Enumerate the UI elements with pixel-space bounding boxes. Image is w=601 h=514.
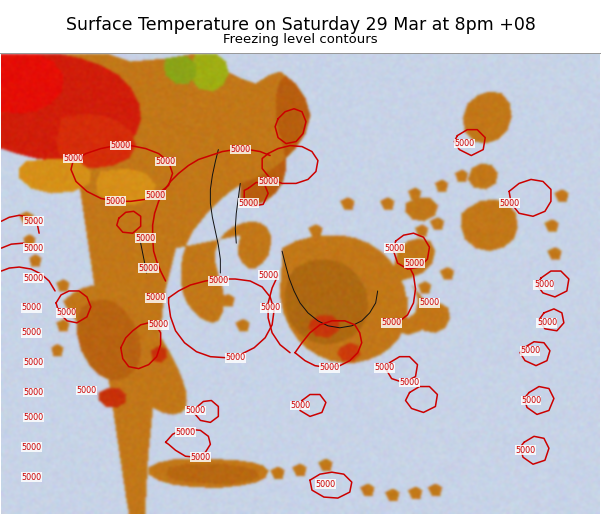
Text: 5000: 5000 (21, 473, 41, 482)
Text: 5000: 5000 (21, 443, 41, 452)
Text: 5000: 5000 (145, 191, 166, 200)
Text: 5000: 5000 (21, 328, 41, 337)
Text: 5000: 5000 (106, 197, 126, 206)
Text: 5000: 5000 (225, 353, 245, 362)
Text: 5000: 5000 (521, 396, 541, 405)
Text: 5000: 5000 (185, 406, 206, 415)
Text: 5000: 5000 (520, 346, 540, 355)
Text: 5000: 5000 (63, 154, 83, 163)
Text: 5000: 5000 (23, 244, 43, 253)
Text: Surface Temperature on Saturday 29 Mar at 8pm +08: Surface Temperature on Saturday 29 Mar a… (66, 16, 535, 34)
Text: Freezing level contours: Freezing level contours (223, 33, 378, 46)
Text: 5000: 5000 (515, 446, 535, 455)
Text: 5000: 5000 (400, 378, 419, 387)
Text: 5000: 5000 (382, 318, 401, 327)
Text: 5000: 5000 (148, 320, 169, 329)
Text: 5000: 5000 (23, 413, 43, 422)
Text: 5000: 5000 (537, 318, 557, 327)
Text: 5000: 5000 (139, 264, 159, 272)
Text: 5000: 5000 (77, 386, 97, 395)
Text: 5000: 5000 (56, 308, 76, 317)
Text: 5000: 5000 (23, 388, 43, 397)
Text: 5000: 5000 (111, 141, 131, 150)
Text: 5000: 5000 (316, 480, 336, 489)
Text: 5000: 5000 (23, 358, 43, 367)
Text: 5000: 5000 (320, 363, 340, 372)
Text: 5000: 5000 (258, 270, 278, 280)
Text: 5000: 5000 (404, 259, 424, 268)
Text: 5000: 5000 (260, 303, 280, 313)
Text: 5000: 5000 (175, 428, 195, 437)
Text: 5000: 5000 (534, 281, 554, 289)
Text: 5000: 5000 (419, 299, 439, 307)
Text: 5000: 5000 (374, 363, 395, 372)
Text: 5000: 5000 (499, 199, 519, 208)
Text: 5000: 5000 (238, 199, 258, 208)
Text: 5000: 5000 (23, 273, 43, 283)
Text: 5000: 5000 (145, 293, 166, 302)
Text: 5000: 5000 (454, 139, 474, 148)
Text: 5000: 5000 (191, 453, 210, 462)
Text: 5000: 5000 (21, 303, 41, 313)
Text: 5000: 5000 (230, 145, 251, 154)
Text: 5000: 5000 (209, 277, 228, 285)
Text: 5000: 5000 (23, 217, 43, 226)
Text: 5000: 5000 (156, 157, 175, 166)
Text: 5000: 5000 (385, 244, 404, 253)
Text: 5000: 5000 (290, 401, 310, 410)
Text: 5000: 5000 (258, 177, 278, 186)
Text: 5000: 5000 (136, 234, 156, 243)
